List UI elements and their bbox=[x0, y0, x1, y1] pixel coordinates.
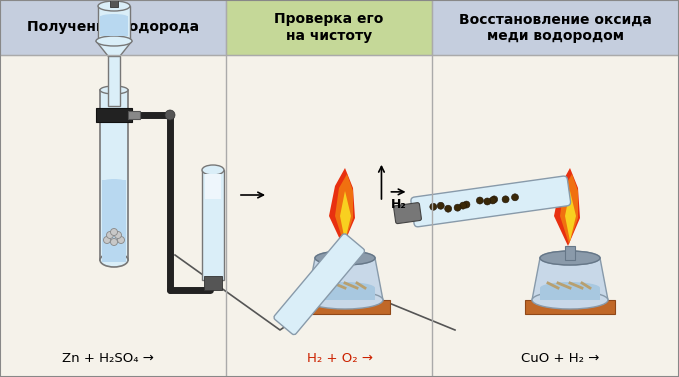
Ellipse shape bbox=[540, 251, 600, 265]
Circle shape bbox=[484, 196, 491, 203]
Ellipse shape bbox=[315, 251, 375, 265]
Polygon shape bbox=[96, 41, 132, 56]
Bar bbox=[204, 276, 222, 290]
Ellipse shape bbox=[315, 251, 375, 265]
Ellipse shape bbox=[202, 165, 224, 175]
Circle shape bbox=[462, 199, 469, 206]
Circle shape bbox=[507, 192, 515, 199]
Bar bbox=[340, 246, 350, 260]
Polygon shape bbox=[532, 258, 608, 300]
Circle shape bbox=[491, 195, 498, 202]
Bar bbox=[540, 288, 600, 300]
Circle shape bbox=[103, 236, 111, 244]
Circle shape bbox=[115, 231, 122, 239]
Circle shape bbox=[107, 231, 113, 239]
Bar bbox=[565, 246, 575, 260]
Bar bbox=[128, 111, 140, 119]
Bar bbox=[205, 174, 221, 199]
Circle shape bbox=[452, 200, 459, 207]
Text: H₂ + O₂ →: H₂ + O₂ → bbox=[307, 351, 373, 365]
Circle shape bbox=[447, 207, 454, 214]
Polygon shape bbox=[554, 168, 580, 246]
Ellipse shape bbox=[100, 86, 128, 94]
Bar bbox=[100, 16, 128, 36]
Bar bbox=[98, 6, 130, 41]
Bar bbox=[96, 108, 132, 122]
Circle shape bbox=[117, 236, 124, 244]
Text: Восстановление оксида
меди водородом: Восстановление оксида меди водородом bbox=[459, 12, 652, 43]
Bar bbox=[0, 0, 226, 55]
Bar bbox=[226, 0, 432, 55]
Circle shape bbox=[506, 199, 513, 206]
Circle shape bbox=[469, 202, 476, 209]
Circle shape bbox=[165, 110, 175, 120]
Bar bbox=[315, 288, 375, 300]
Bar bbox=[100, 90, 128, 260]
Bar bbox=[432, 0, 679, 55]
FancyBboxPatch shape bbox=[411, 176, 570, 227]
Text: CuO + H₂ →: CuO + H₂ → bbox=[521, 351, 599, 365]
Ellipse shape bbox=[307, 291, 383, 309]
Bar bbox=[0, 55, 679, 377]
Circle shape bbox=[430, 209, 437, 216]
Ellipse shape bbox=[315, 282, 375, 294]
Circle shape bbox=[495, 196, 502, 203]
Polygon shape bbox=[565, 191, 576, 241]
Polygon shape bbox=[560, 174, 578, 244]
Ellipse shape bbox=[100, 253, 128, 267]
Bar bbox=[300, 300, 390, 314]
FancyBboxPatch shape bbox=[394, 203, 422, 224]
Text: Zn + H₂SO₄ →: Zn + H₂SO₄ → bbox=[62, 351, 154, 365]
Bar bbox=[525, 300, 615, 314]
Circle shape bbox=[475, 200, 481, 207]
FancyBboxPatch shape bbox=[274, 234, 365, 335]
Bar bbox=[102, 180, 126, 262]
Circle shape bbox=[431, 204, 438, 211]
Polygon shape bbox=[340, 191, 351, 241]
Polygon shape bbox=[335, 174, 353, 244]
Polygon shape bbox=[329, 168, 355, 246]
Circle shape bbox=[111, 239, 117, 245]
Ellipse shape bbox=[532, 291, 608, 309]
Ellipse shape bbox=[102, 179, 126, 185]
Polygon shape bbox=[307, 258, 383, 300]
Bar bbox=[108, 56, 120, 106]
Ellipse shape bbox=[96, 36, 132, 46]
Text: H₂: H₂ bbox=[390, 198, 406, 211]
Text: Проверка его
на чистоту: Проверка его на чистоту bbox=[274, 12, 384, 43]
Circle shape bbox=[111, 228, 117, 236]
Bar bbox=[110, 0, 118, 7]
Ellipse shape bbox=[540, 251, 600, 265]
Ellipse shape bbox=[98, 1, 130, 11]
Text: Получение водорода: Получение водорода bbox=[27, 20, 199, 35]
Bar bbox=[202, 170, 224, 280]
Ellipse shape bbox=[540, 282, 600, 294]
Ellipse shape bbox=[100, 14, 128, 20]
